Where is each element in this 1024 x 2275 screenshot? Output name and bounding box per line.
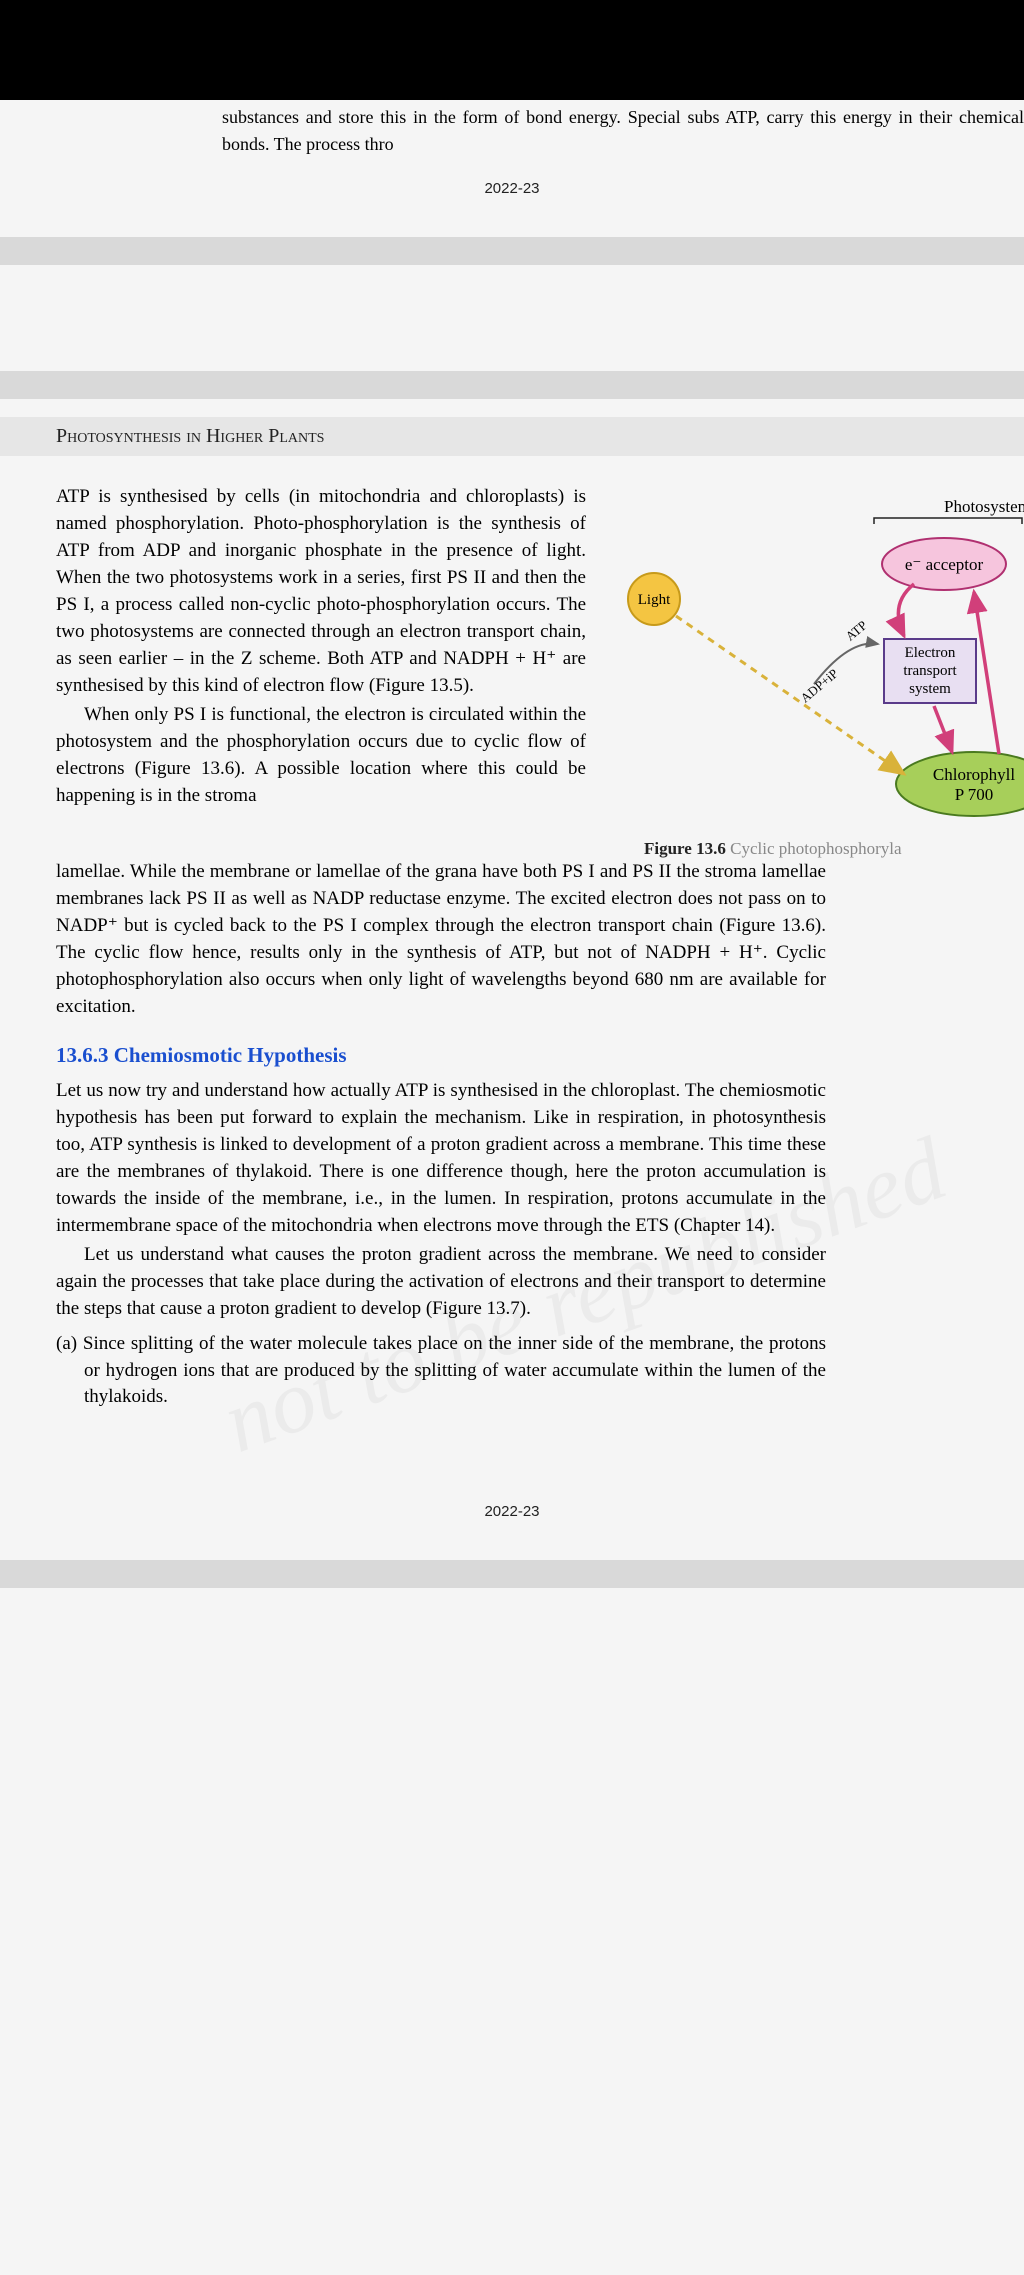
arrow-acceptor-ets: [898, 584, 914, 636]
chlorophyll-line2: P 700: [955, 785, 994, 804]
para-atp-1: ATP is synthesised by cells (in mitochon…: [56, 484, 586, 700]
chlorophyll-node: [896, 752, 1024, 816]
ets-line2: transport: [903, 663, 957, 679]
para-chem-1: Let us now try and understand how actual…: [56, 1078, 826, 1240]
top-black-bar: [0, 0, 1024, 100]
page-break-band-1: [0, 237, 1024, 265]
list-item-a: (a) Since splitting of the water molecul…: [56, 1331, 826, 1412]
figure-13-6: Photosystem I e⁻ acceptor Electron trans…: [604, 484, 1024, 859]
adp-label: ADP+iP: [797, 666, 840, 706]
ets-line3: system: [909, 681, 951, 697]
figure-caption-bold: Figure 13.6: [644, 839, 726, 858]
arrow-chlor-acceptor: [974, 592, 999, 754]
bracket: [874, 518, 1022, 524]
intro-fragment: substances and store this in the form of…: [0, 100, 1024, 168]
para-chem-2: Let us understand what causes the proton…: [56, 1242, 826, 1323]
figure-caption: Figure 13.6 Cyclic photophosphoryla: [604, 839, 1024, 859]
para-atp-2-full: lamellae. While the membrane or lamellae…: [56, 859, 826, 1021]
chapter-header: Photosynthesis in Higher Plants: [0, 417, 1024, 456]
main-content: not to be republished ATP is synthesised…: [0, 484, 1024, 1411]
page-footer-year-1: 2022-23: [0, 168, 1024, 219]
page-break-band-2: [0, 371, 1024, 399]
subheading-chemiosmotic: 13.6.3 Chemiosmotic Hypothesis: [56, 1043, 826, 1068]
atp-label: ATP: [842, 617, 869, 643]
arrow-ets-chlor: [934, 706, 952, 752]
cyclic-photophosphorylation-diagram: Photosystem I e⁻ acceptor Electron trans…: [604, 484, 1024, 824]
page-break-band-3: [0, 1560, 1024, 1588]
light-arrow: [676, 616, 904, 774]
figure-caption-rest: Cyclic photophosphoryla: [726, 839, 902, 858]
page-footer-year-2: 2022-23: [0, 1491, 1024, 1542]
ets-line1: Electron: [905, 645, 956, 661]
acceptor-label: e⁻ acceptor: [905, 555, 984, 574]
light-label: Light: [638, 592, 671, 608]
photosystem-label: Photosystem I: [944, 497, 1024, 516]
chlorophyll-line1: Chlorophyll: [933, 765, 1015, 784]
para-atp-2-left: When only PS I is functional, the electr…: [56, 702, 586, 810]
